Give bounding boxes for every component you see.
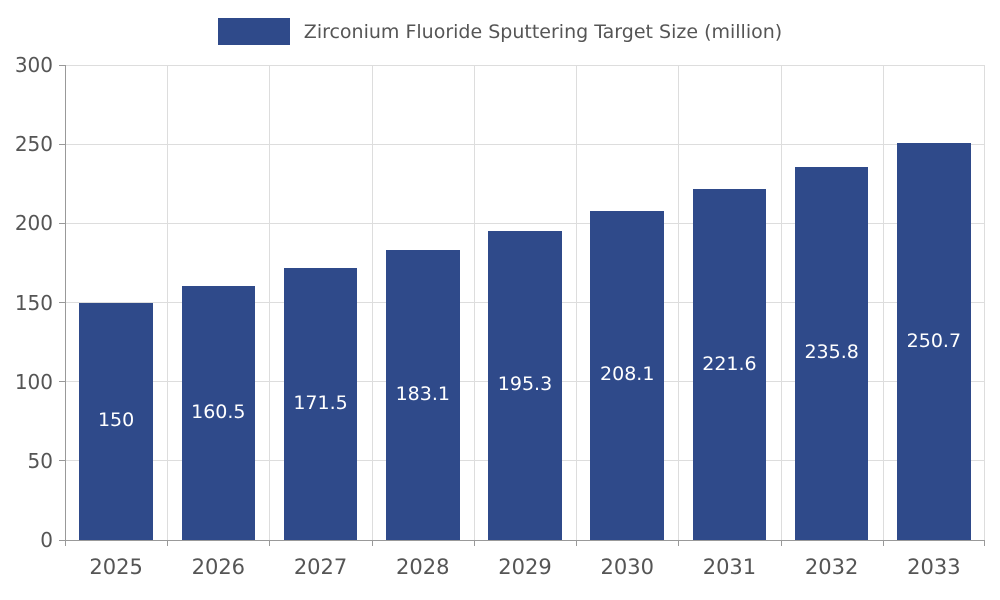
bar-value-label: 171.5 <box>293 392 348 415</box>
bar-value-label: 250.7 <box>906 329 962 352</box>
y-tick-mark <box>59 381 65 383</box>
x-tick-mark <box>984 540 985 546</box>
bar-2029: 195.3 <box>488 230 562 540</box>
bar-2027: 171.5 <box>283 268 358 540</box>
y-tick-label: 0 <box>40 528 53 552</box>
bar-2030: 208.1 <box>590 210 665 540</box>
h-gridline <box>65 143 985 145</box>
bar-value-label: 183.1 <box>395 383 450 406</box>
y-tick-label: 50 <box>27 448 53 473</box>
bar-value-label: 221.6 <box>702 352 757 375</box>
bar-2025: 150 <box>79 302 153 540</box>
y-axis-line <box>65 65 66 540</box>
y-tick-mark <box>59 222 65 224</box>
bar-2028: 183.1 <box>385 250 460 540</box>
v-gridline <box>371 65 373 540</box>
plot-area: 150 160.5 171.5 183.1 195.3 208.1 221.6 235.8 25… <box>65 64 985 541</box>
y-tick-label: 150 <box>14 290 53 315</box>
bar-2033: 250.7 <box>897 143 971 540</box>
v-gridline <box>269 65 271 540</box>
x-tick-label: 2031 <box>702 555 757 579</box>
y-tick-mark <box>59 143 65 145</box>
x-tick-mark <box>678 540 680 546</box>
y-tick-label: 100 <box>14 369 53 394</box>
bar-2032: 235.8 <box>794 166 869 540</box>
x-tick-label: 2028 <box>396 555 450 579</box>
x-tick-mark <box>269 540 271 546</box>
x-tick-mark <box>371 540 373 546</box>
v-gridline <box>576 65 578 540</box>
x-tick-mark <box>882 540 884 546</box>
bar-value-label: 208.1 <box>600 363 655 386</box>
bar-value-label: 150 <box>97 409 135 432</box>
v-gridline <box>473 65 475 540</box>
legend-label: Zirconium Fluoride Sputtering Target Siz… <box>303 20 783 43</box>
bar-2031: 221.6 <box>692 189 767 540</box>
legend: Zirconium Fluoride Sputtering Target Siz… <box>0 18 1000 45</box>
y-tick-mark <box>59 460 65 462</box>
x-tick-label: 2030 <box>600 555 654 579</box>
bar-value-label: 235.8 <box>804 341 859 364</box>
v-gridline <box>678 65 680 540</box>
bar-value-label: 195.3 <box>497 373 553 396</box>
legend-swatch <box>217 18 290 45</box>
h-gridline <box>65 222 985 224</box>
y-tick-mark <box>59 64 65 66</box>
x-tick-label: 2025 <box>89 555 143 579</box>
x-tick-label: 2033 <box>907 555 961 579</box>
x-tick-mark <box>473 540 475 546</box>
v-gridline <box>167 65 169 540</box>
x-tick-label: 2029 <box>498 555 552 579</box>
x-tick-label: 2026 <box>191 555 246 579</box>
y-tick-label: 300 <box>14 53 53 77</box>
y-tick-mark <box>59 539 65 541</box>
x-tick-mark <box>780 540 782 546</box>
v-gridline <box>780 65 782 540</box>
y-tick-label: 250 <box>14 132 53 157</box>
y-tick-mark <box>59 302 65 303</box>
x-axis-line <box>65 539 985 541</box>
v-gridline <box>882 65 884 540</box>
h-gridline <box>65 64 985 66</box>
x-tick-label: 2032 <box>804 555 859 579</box>
x-tick-label: 2027 <box>293 555 348 579</box>
v-gridline <box>984 65 985 540</box>
x-tick-mark <box>65 540 66 546</box>
x-tick-mark <box>167 540 169 546</box>
y-tick-label: 200 <box>14 211 53 236</box>
bar-value-label: 160.5 <box>191 400 246 423</box>
x-tick-mark <box>576 540 578 546</box>
bar-2026: 160.5 <box>181 285 256 540</box>
